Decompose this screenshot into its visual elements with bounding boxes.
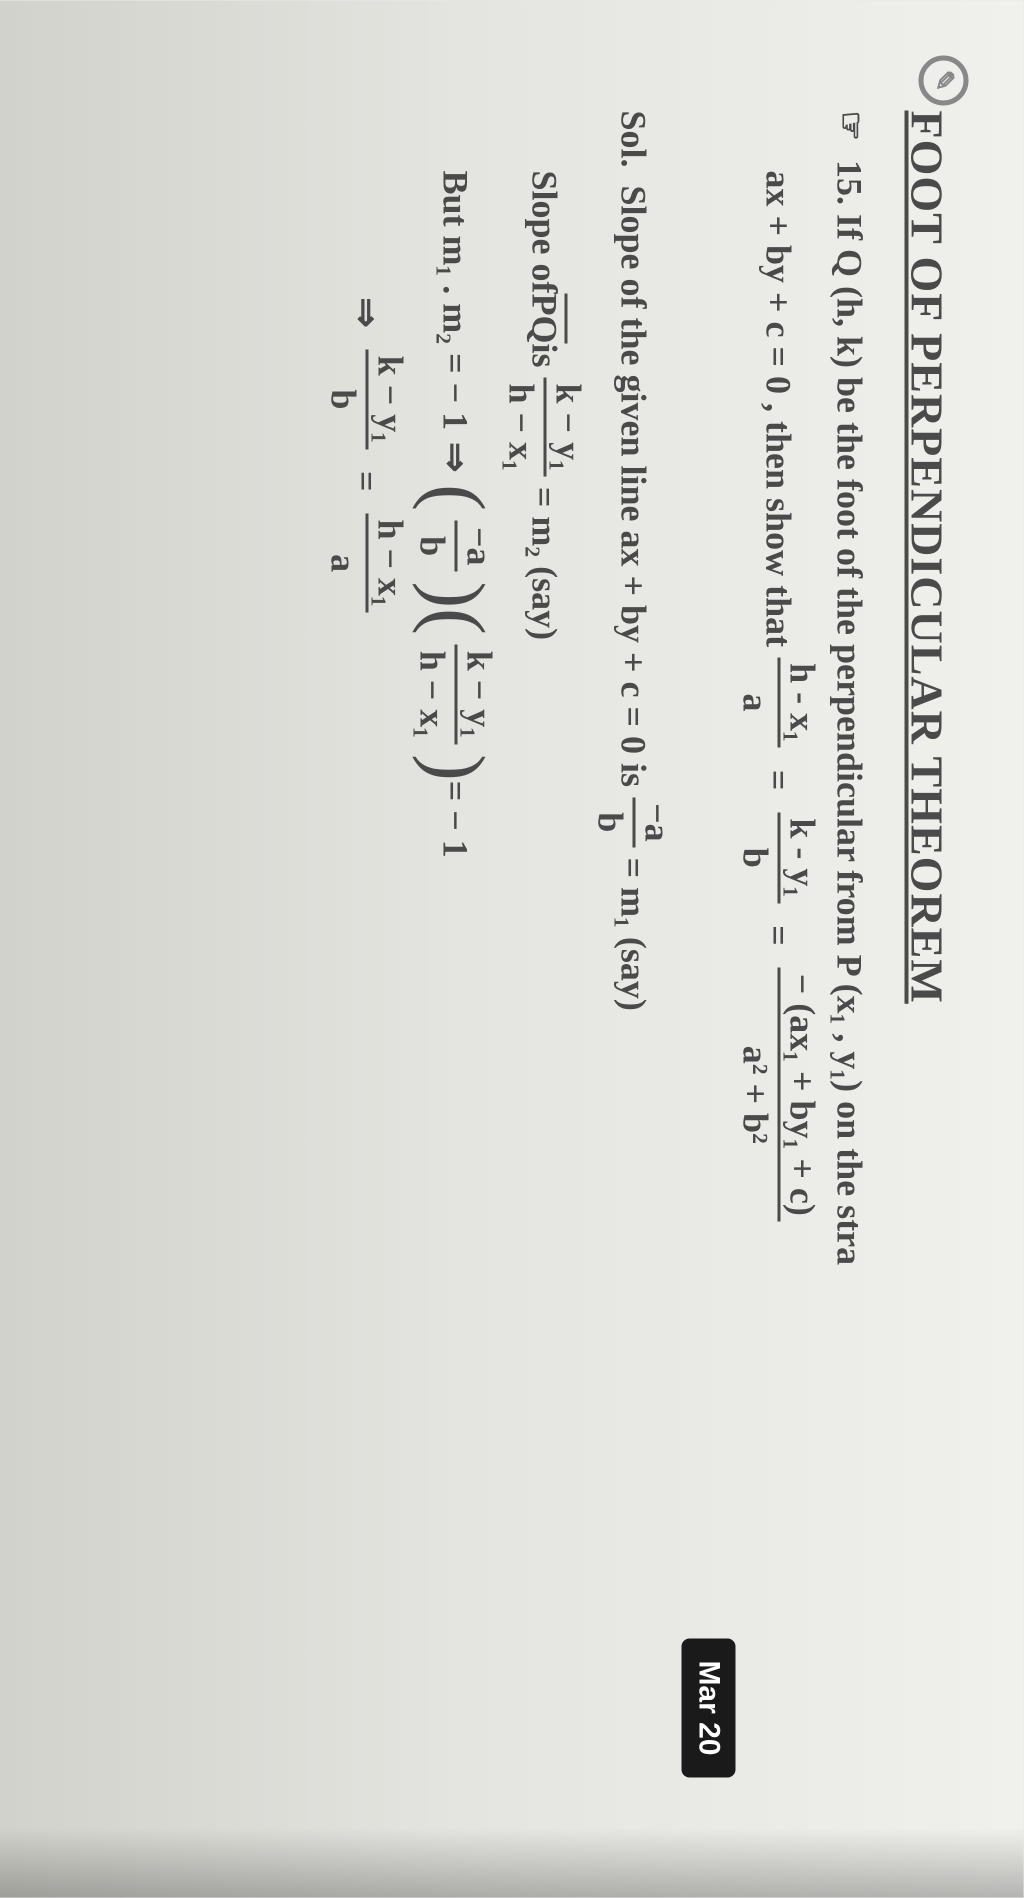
exam-tag: Mar 20 bbox=[682, 1638, 736, 1777]
exam-tag-row: Mar 20 bbox=[682, 111, 736, 1868]
frac-num: k − y₁ bbox=[544, 378, 587, 477]
implies-sign: ⇒ bbox=[435, 442, 477, 472]
prod-b-frac: k − y₁ h − x₁ bbox=[415, 645, 498, 744]
prod-a-frac: −a b bbox=[415, 521, 498, 572]
frac-num: k − y₁ bbox=[366, 350, 409, 449]
section-title: FOOT OF PERPENDICULAR THEOREM bbox=[901, 111, 954, 1868]
frac-den: a bbox=[326, 548, 366, 578]
sol-3-rhs: = − 1 bbox=[435, 781, 477, 858]
pq-overline: PQ bbox=[524, 294, 566, 344]
sol-2-is: is bbox=[524, 344, 566, 368]
book-edge-shadow bbox=[0, 1828, 1024, 1898]
implies-sign: ⇒ bbox=[346, 298, 388, 328]
sol-line-3: But m₁ . m₂ = − 1 ⇒ −a b k − y₁ h − x₁ =… bbox=[415, 111, 498, 1868]
prod-b: k − y₁ h − x₁ bbox=[415, 608, 498, 781]
sol-line-4: ⇒ k − y₁ b = h − x₁ a bbox=[326, 111, 409, 1868]
sol-1-suffix: = m₁ (say) bbox=[613, 858, 655, 1011]
frac-den: b bbox=[326, 383, 366, 415]
slope-1-frac: −a b bbox=[593, 797, 676, 848]
frac-num: − (ax₁ + by₁ + c) bbox=[778, 968, 821, 1222]
show-that-frac-2: k - y₁ b bbox=[738, 812, 821, 903]
page: ✎ FOOT OF PERPENDICULAR THEOREM ☞ 15. If… bbox=[0, 1, 1024, 1898]
frac-num: k - y₁ bbox=[778, 812, 821, 903]
show-that-frac-3: − (ax₁ + by₁ + c) a² + b² bbox=[738, 968, 821, 1222]
frac-num: −a bbox=[455, 521, 498, 572]
frac-den: a² + b² bbox=[738, 1040, 778, 1150]
line4-rhs-frac: h − x₁ a bbox=[326, 514, 409, 613]
sol-line-1: Sol. Slope of the given line ax + by + c… bbox=[593, 111, 676, 1868]
equals-sign: = bbox=[346, 471, 388, 492]
show-that-frac-1: h - x₁ a bbox=[738, 657, 821, 748]
frac-den: b bbox=[738, 842, 778, 874]
topic-icon-glyph: ✎ bbox=[929, 70, 959, 92]
sol-line-2: Slope of PQ is k − y₁ h − x₁ = m₂ (say) bbox=[504, 111, 587, 1868]
sol-1-prefix: Slope of the given line ax + by + c = 0 … bbox=[613, 186, 655, 788]
frac-den: h − x₁ bbox=[415, 645, 455, 744]
frac-den: b bbox=[593, 806, 633, 838]
frac-num: −a bbox=[633, 797, 676, 848]
frac-den: h − x₁ bbox=[504, 378, 544, 477]
frac-num: k − y₁ bbox=[455, 645, 498, 744]
question-number: 15. bbox=[830, 160, 870, 205]
topic-icon: ✎ bbox=[919, 56, 969, 106]
sol-2-suffix: = m₂ (say) bbox=[524, 487, 566, 640]
pointer-icon: ☞ bbox=[831, 111, 871, 141]
show-that-prefix: ax + by + c = 0 , then show that bbox=[758, 171, 800, 648]
sol-3-prefix: But m₁ . m₂ = − 1 bbox=[435, 171, 477, 431]
frac-num: h - x₁ bbox=[778, 657, 821, 748]
frac-den: b bbox=[415, 530, 455, 562]
frac-num: h − x₁ bbox=[366, 514, 409, 613]
question-text-1: If Q (h, k) be the foot of the perpendic… bbox=[830, 214, 870, 1265]
line4-lhs-frac: k − y₁ b bbox=[326, 350, 409, 449]
sol-2-prefix: Slope of bbox=[524, 171, 566, 294]
sol-label: Sol. bbox=[613, 111, 655, 186]
question-line-1: ☞ 15. If Q (h, k) be the foot of the per… bbox=[829, 111, 871, 1868]
prod-a: −a b bbox=[415, 484, 498, 608]
question-line-2: ax + by + c = 0 , then show that h - x₁ … bbox=[738, 111, 821, 1868]
slope-2-frac: k − y₁ h − x₁ bbox=[504, 378, 587, 477]
equals-sign: = bbox=[758, 770, 800, 791]
equals-sign: = bbox=[758, 925, 800, 946]
frac-den: a bbox=[738, 687, 778, 717]
